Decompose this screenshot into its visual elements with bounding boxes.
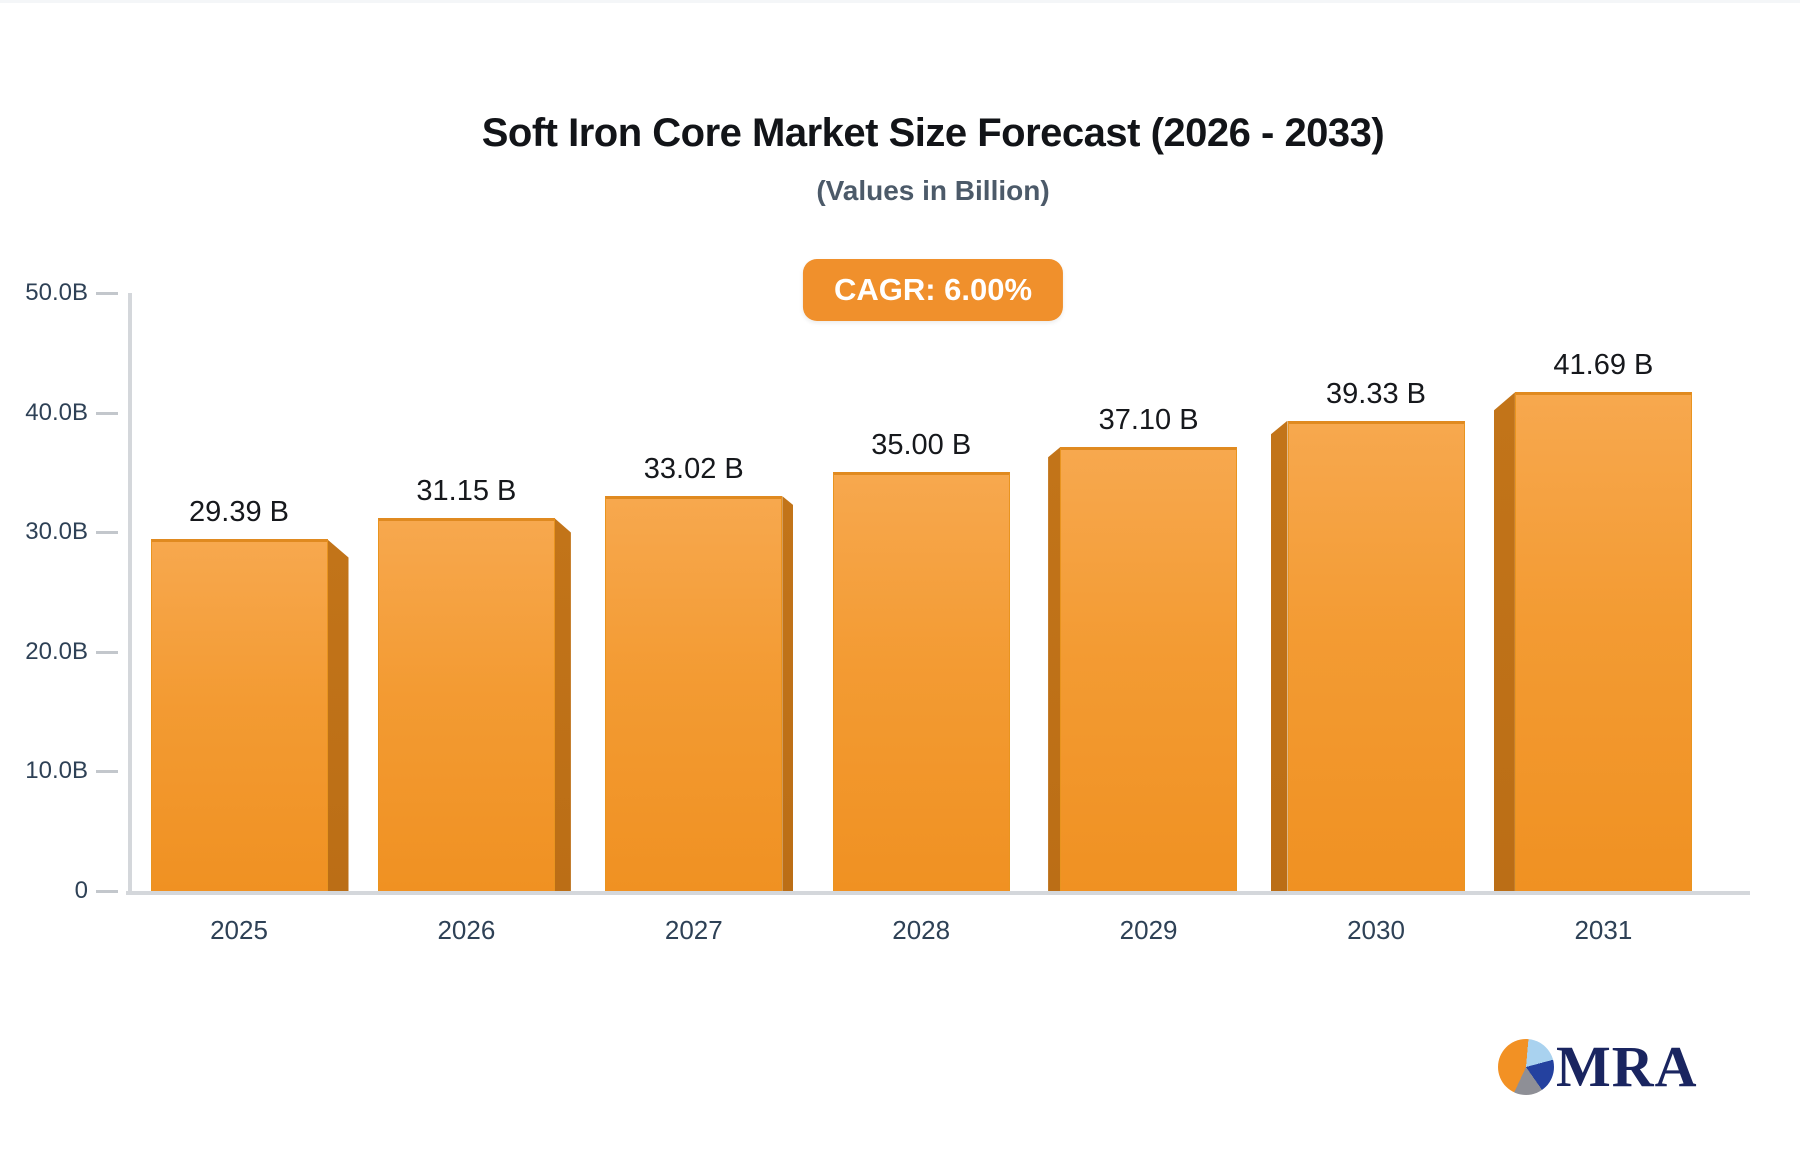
brand-logo-text: MRA xyxy=(1556,1034,1698,1099)
bar-front-face xyxy=(1060,447,1238,891)
bar-2030: 39.33 B xyxy=(1270,378,1465,891)
bar-3d-side-face xyxy=(1048,447,1061,891)
bar-value-label: 31.15 B xyxy=(416,475,517,508)
bar-3d-side-face xyxy=(782,496,794,891)
cagr-badge: CAGR: 6.00% xyxy=(802,259,1064,321)
bar-2025: 29.39 B xyxy=(150,496,349,891)
y-axis-tick-mark xyxy=(96,650,118,654)
x-axis-tick-label: 2026 xyxy=(437,915,496,945)
bar-3d-side-face xyxy=(1270,420,1288,891)
bar-3d-side-face xyxy=(327,539,349,891)
bar-front-face xyxy=(1514,392,1692,891)
x-axis-tick-label: 2029 xyxy=(1119,915,1178,945)
bar-front-face xyxy=(150,539,328,891)
y-axis-tick-mark xyxy=(96,411,118,415)
bar-2026: 31.15 B xyxy=(377,475,571,891)
bar-front-face xyxy=(605,496,783,891)
bar-value-label: 35.00 B xyxy=(871,429,972,462)
bar-2028: 35.00 B xyxy=(832,429,1010,891)
bar-front-face xyxy=(1287,420,1465,891)
y-axis-tick-label: 20.0B xyxy=(25,637,88,665)
bar-value-label: 39.33 B xyxy=(1326,377,1426,410)
bar-value-label: 41.69 B xyxy=(1553,349,1654,382)
x-axis-tick-label: 2027 xyxy=(664,915,723,945)
bar-2029: 37.10 B xyxy=(1048,404,1238,891)
chart-title: Soft Iron Core Market Size Forecast (202… xyxy=(481,111,1385,155)
y-axis-tick-mark xyxy=(96,292,118,295)
y-axis-tick-label: 10.0B xyxy=(25,757,88,785)
bar-3d-side-face xyxy=(1493,392,1515,891)
bar-front-face xyxy=(377,518,555,891)
bar-2031: 41.69 B xyxy=(1493,349,1692,891)
x-axis-tick-label: 2025 xyxy=(210,915,268,945)
y-axis-tick-label: 0 xyxy=(74,877,88,904)
bar-3d-side-face xyxy=(554,518,571,891)
bar-value-label: 33.02 B xyxy=(643,453,744,486)
bar-value-label: 29.39 B xyxy=(189,496,289,529)
y-axis-tick-mark xyxy=(96,770,118,774)
y-axis-tick-label: 40.0B xyxy=(25,398,88,426)
y-axis-tick-label: 50.0B xyxy=(25,279,88,306)
y-axis-tick-label: 30.0B xyxy=(25,518,88,546)
y-axis-line xyxy=(128,293,132,893)
x-axis-line xyxy=(126,891,1750,895)
chart-subtitle: (Values in Billion) xyxy=(816,175,1050,206)
x-axis-tick-label: 2031 xyxy=(1574,915,1633,945)
x-axis-tick-label: 2028 xyxy=(892,915,951,945)
y-axis-tick-mark xyxy=(96,890,118,893)
bar-2027: 33.02 B xyxy=(605,453,794,891)
x-axis-tick-label: 2030 xyxy=(1347,915,1405,945)
y-axis-tick-mark xyxy=(96,531,118,535)
bar-value-label: 37.10 B xyxy=(1098,404,1199,437)
bar-front-face xyxy=(832,472,1010,891)
pie-chart-logo-icon xyxy=(1498,1039,1554,1095)
brand-logo: MRA xyxy=(1498,1034,1698,1099)
